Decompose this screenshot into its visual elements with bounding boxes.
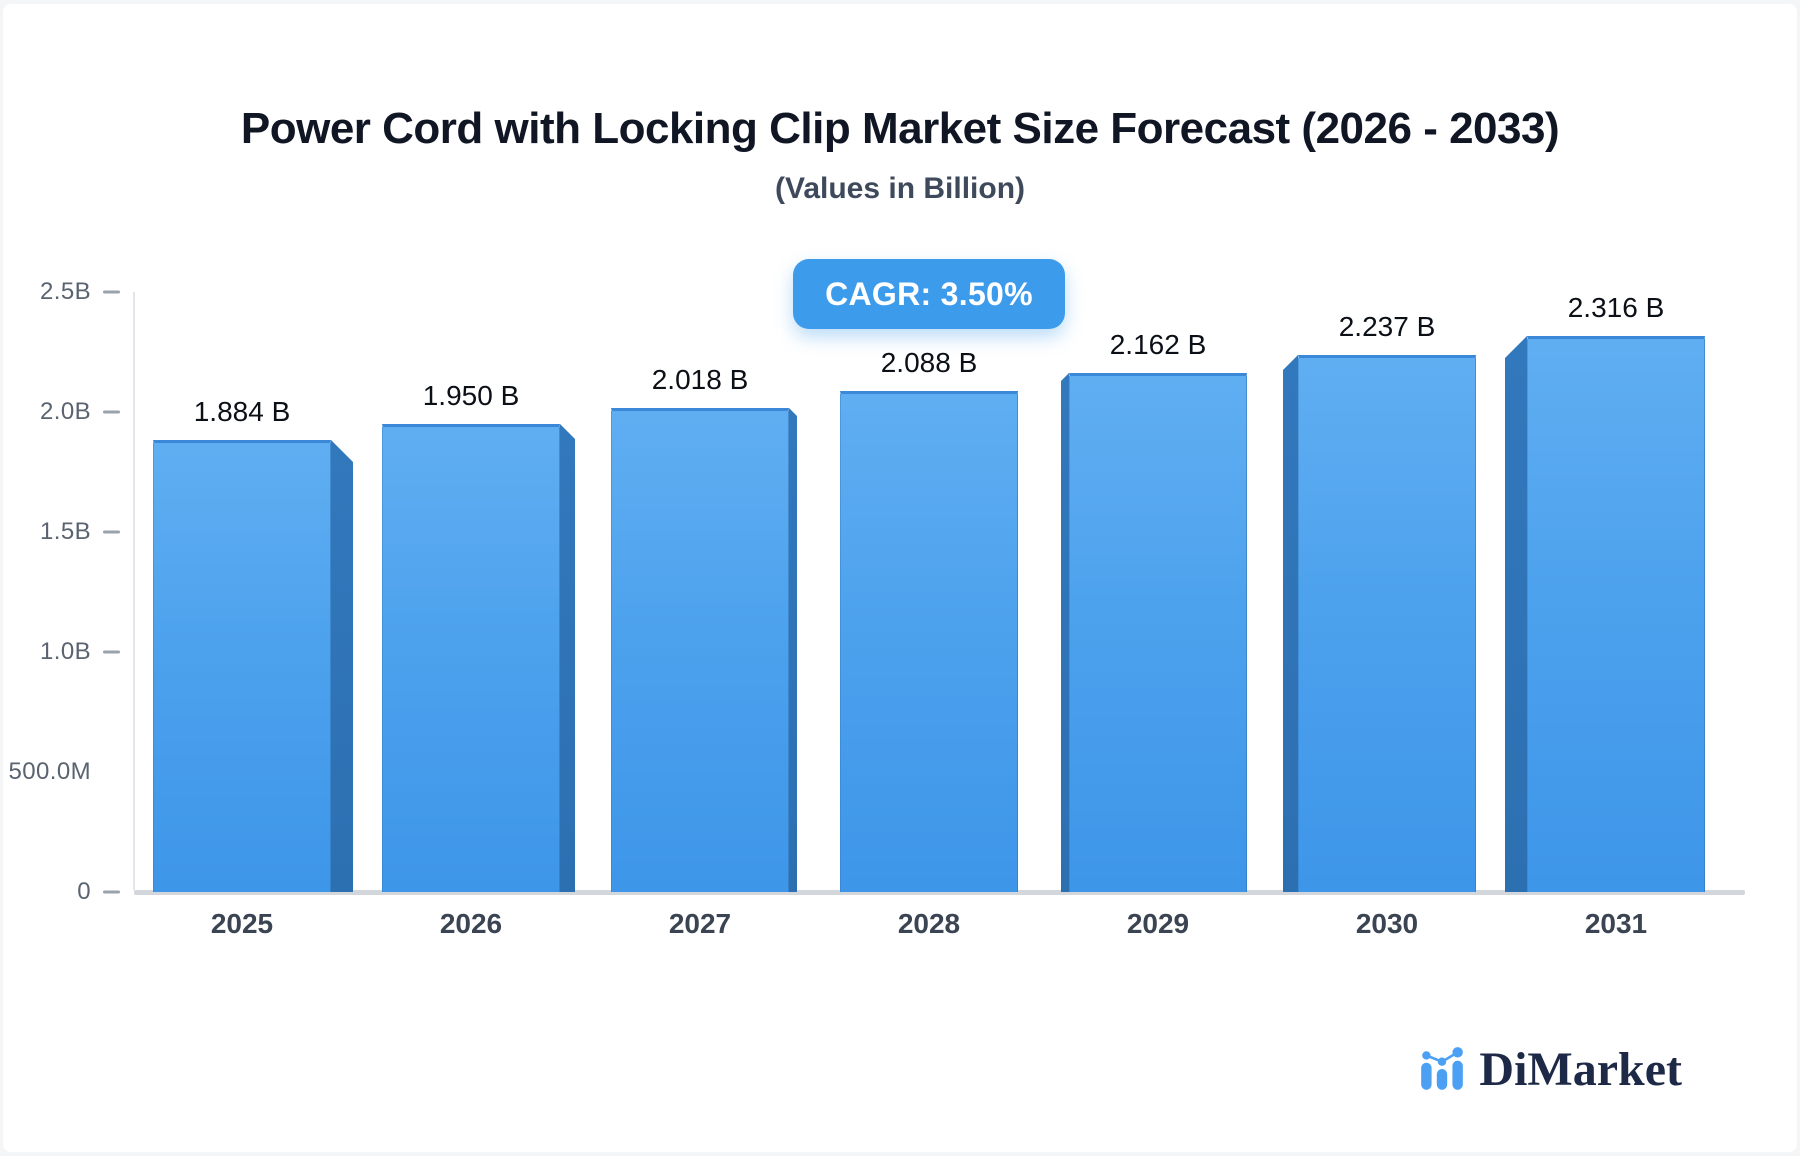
x-axis-label-2031: 2031	[1584, 908, 1648, 939]
y-axis-label: 2.5B	[40, 278, 91, 305]
x-axis-label-2025: 2025	[210, 908, 274, 939]
bar-value-label: 1.950 B	[422, 380, 520, 411]
bar-2028[interactable]	[840, 391, 1018, 892]
bar-3d-side	[1061, 373, 1069, 892]
y-axis-tick	[103, 290, 120, 294]
bar-3d-side	[1505, 336, 1527, 892]
y-axis-tick	[103, 530, 120, 534]
bar-3d-side	[331, 440, 353, 892]
bar-2026[interactable]	[382, 424, 560, 892]
bar-value-label: 2.018 B	[651, 364, 749, 395]
x-axis-label-2030: 2030	[1355, 908, 1419, 939]
y-axis-tick	[103, 650, 120, 654]
bar-2029[interactable]	[1069, 373, 1247, 892]
y-axis-tick	[103, 890, 120, 894]
chart-subtitle: (Values in Billion)	[774, 172, 1026, 205]
bar-3d-side	[789, 408, 797, 892]
y-axis-label: 1.5B	[40, 518, 91, 545]
y-axis-label: 2.0B	[40, 398, 91, 425]
cagr-badge-label: CAGR: 3.50%	[825, 275, 1033, 312]
bar-value-label: 1.884 B	[193, 396, 291, 427]
brand-name: DiMarket	[1479, 1043, 1682, 1096]
x-axis-label-2026: 2026	[439, 908, 503, 939]
bar-3d-side	[1283, 355, 1298, 892]
x-axis-label-2028: 2028	[897, 908, 961, 939]
chart-title: Power Cord with Locking Clip Market Size…	[240, 104, 1560, 153]
x-axis-label-2027: 2027	[668, 908, 732, 939]
bar-value-label: 2.162 B	[1109, 329, 1207, 360]
brand-logo: DiMarket	[1417, 1044, 1682, 1094]
y-axis-tick	[103, 410, 120, 414]
bar-value-label: 2.316 B	[1567, 292, 1665, 323]
y-axis-label: 500.0M	[8, 758, 91, 785]
bar-2027[interactable]	[611, 408, 789, 892]
chart-card: Power Cord with Locking Clip Market Size…	[3, 4, 1797, 1152]
bar-chart-plot: 2.5B 2.0B 1.5B 1.0B 500.0M 0 1.884 B 2025 1.950 …	[3, 4, 1800, 1156]
bar-value-label: 2.088 B	[880, 347, 978, 378]
bar-2031[interactable]	[1527, 336, 1705, 892]
y-axis-label: 0	[77, 878, 91, 905]
cagr-badge: CAGR: 3.50%	[793, 259, 1065, 329]
bar-2030[interactable]	[1298, 355, 1476, 892]
y-axis-line	[133, 292, 135, 890]
y-axis-label: 1.0B	[40, 638, 91, 665]
bar-value-label: 2.237 B	[1338, 311, 1436, 342]
bar-2025[interactable]	[153, 440, 331, 892]
x-axis-baseline	[134, 890, 1745, 895]
bar-chart-logo-icon	[1421, 1047, 1464, 1090]
x-axis-label-2029: 2029	[1126, 908, 1190, 939]
bar-3d-side	[560, 424, 575, 892]
